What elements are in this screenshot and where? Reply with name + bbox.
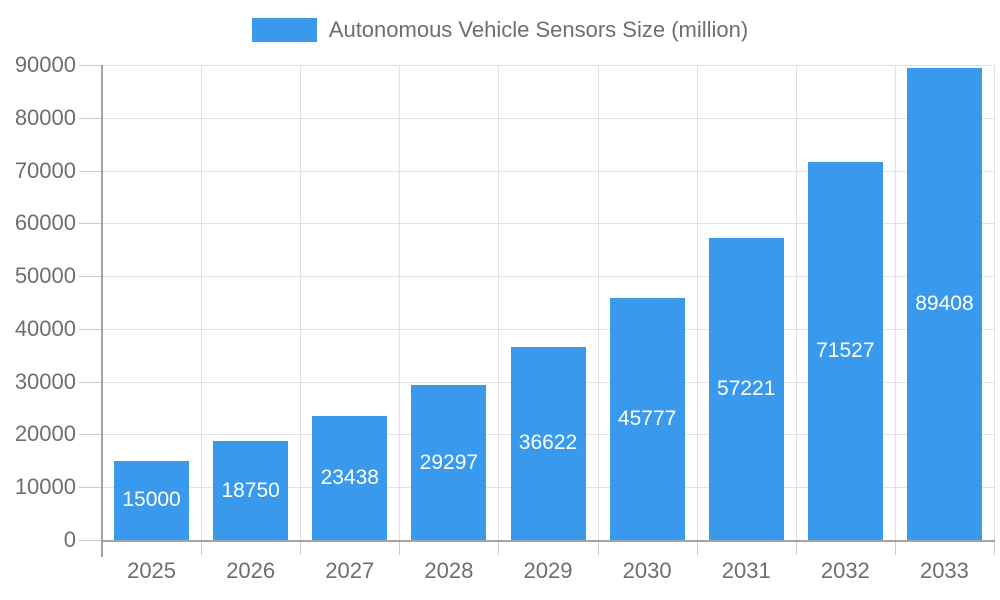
y-axis-label: 90000 — [14, 52, 76, 77]
bar-value-label: 18750 — [221, 478, 280, 502]
bar — [708, 238, 784, 540]
bar-value-label: 45777 — [617, 407, 677, 431]
x-gridline — [894, 65, 896, 540]
y-axis-tick — [79, 434, 102, 436]
bar-value-label: 29297 — [419, 450, 479, 474]
y-gridline — [102, 65, 994, 66]
y-gridline — [102, 276, 994, 278]
x-axis-tick — [399, 540, 401, 555]
x-axis-label: 2030 — [622, 558, 672, 583]
y-gridline — [102, 223, 994, 225]
y-axis-label: 80000 — [14, 104, 76, 130]
x-gridline — [994, 65, 995, 540]
y-axis-tick — [79, 170, 102, 172]
bar — [411, 385, 487, 540]
y-axis-tick — [79, 381, 102, 383]
x-axis-tick — [300, 540, 302, 555]
y-axis-label: 20000 — [14, 421, 76, 447]
x-axis-label: 2033 — [919, 558, 969, 583]
y-axis-tick — [79, 117, 102, 119]
x-axis-tick — [696, 540, 698, 555]
y-gridline — [102, 170, 994, 172]
bar-value-label: 15000 — [122, 488, 181, 512]
chart-legend: Autonomous Vehicle Sensors Size (million… — [0, 17, 1000, 43]
bar — [312, 416, 388, 540]
x-gridline — [399, 65, 401, 540]
bar — [510, 346, 586, 540]
x-gridline — [795, 65, 797, 540]
legend-swatch — [251, 18, 317, 42]
y-axis-label: 70000 — [14, 157, 76, 183]
bar-value-label: 36622 — [518, 431, 578, 455]
x-axis-tick — [795, 540, 797, 555]
bar-value-label: 71527 — [816, 339, 875, 363]
bar — [906, 68, 982, 540]
y-axis-label: 50000 — [14, 263, 76, 289]
x-axis-tick — [498, 540, 500, 555]
x-axis-label: 2026 — [226, 558, 276, 583]
x-axis-tick — [894, 540, 896, 555]
x-gridline — [300, 65, 302, 540]
x-axis-line — [101, 540, 995, 542]
bar-value-label: 57221 — [717, 377, 776, 400]
bar — [213, 441, 289, 540]
y-axis-tick — [79, 540, 102, 541]
bar-value-label: 89408 — [915, 292, 974, 316]
y-gridline — [102, 117, 994, 119]
bar — [609, 298, 685, 540]
x-axis-label: 2029 — [523, 558, 573, 583]
x-axis-label: 2028 — [424, 558, 474, 583]
x-axis-label: 2031 — [721, 558, 771, 583]
x-gridline — [498, 65, 500, 540]
x-axis-tick — [201, 540, 203, 555]
y-axis-label: 30000 — [14, 368, 76, 394]
x-axis-tick — [597, 540, 599, 555]
y-axis-line — [101, 65, 103, 557]
y-axis-label: 0 — [63, 527, 76, 552]
y-axis-label: 60000 — [14, 210, 76, 236]
x-axis-tick — [994, 540, 995, 555]
x-axis-label: 2025 — [127, 558, 177, 583]
bar — [807, 162, 883, 540]
y-axis-tick — [79, 276, 102, 278]
y-axis-tick — [79, 223, 102, 225]
x-axis-label: 2032 — [820, 558, 870, 583]
y-axis-label: 40000 — [14, 315, 76, 341]
x-gridline — [201, 65, 203, 540]
x-gridline — [696, 65, 698, 540]
y-axis-tick — [79, 65, 102, 66]
x-gridline — [597, 65, 599, 540]
y-axis-tick — [79, 487, 102, 489]
y-gridline — [102, 328, 994, 330]
y-axis-label: 10000 — [14, 474, 76, 500]
y-axis-tick — [79, 328, 102, 330]
bar — [114, 460, 190, 540]
x-axis-label: 2027 — [325, 558, 375, 583]
legend-label: Autonomous Vehicle Sensors Size (million… — [328, 17, 749, 42]
bar-value-label: 23438 — [320, 466, 379, 490]
